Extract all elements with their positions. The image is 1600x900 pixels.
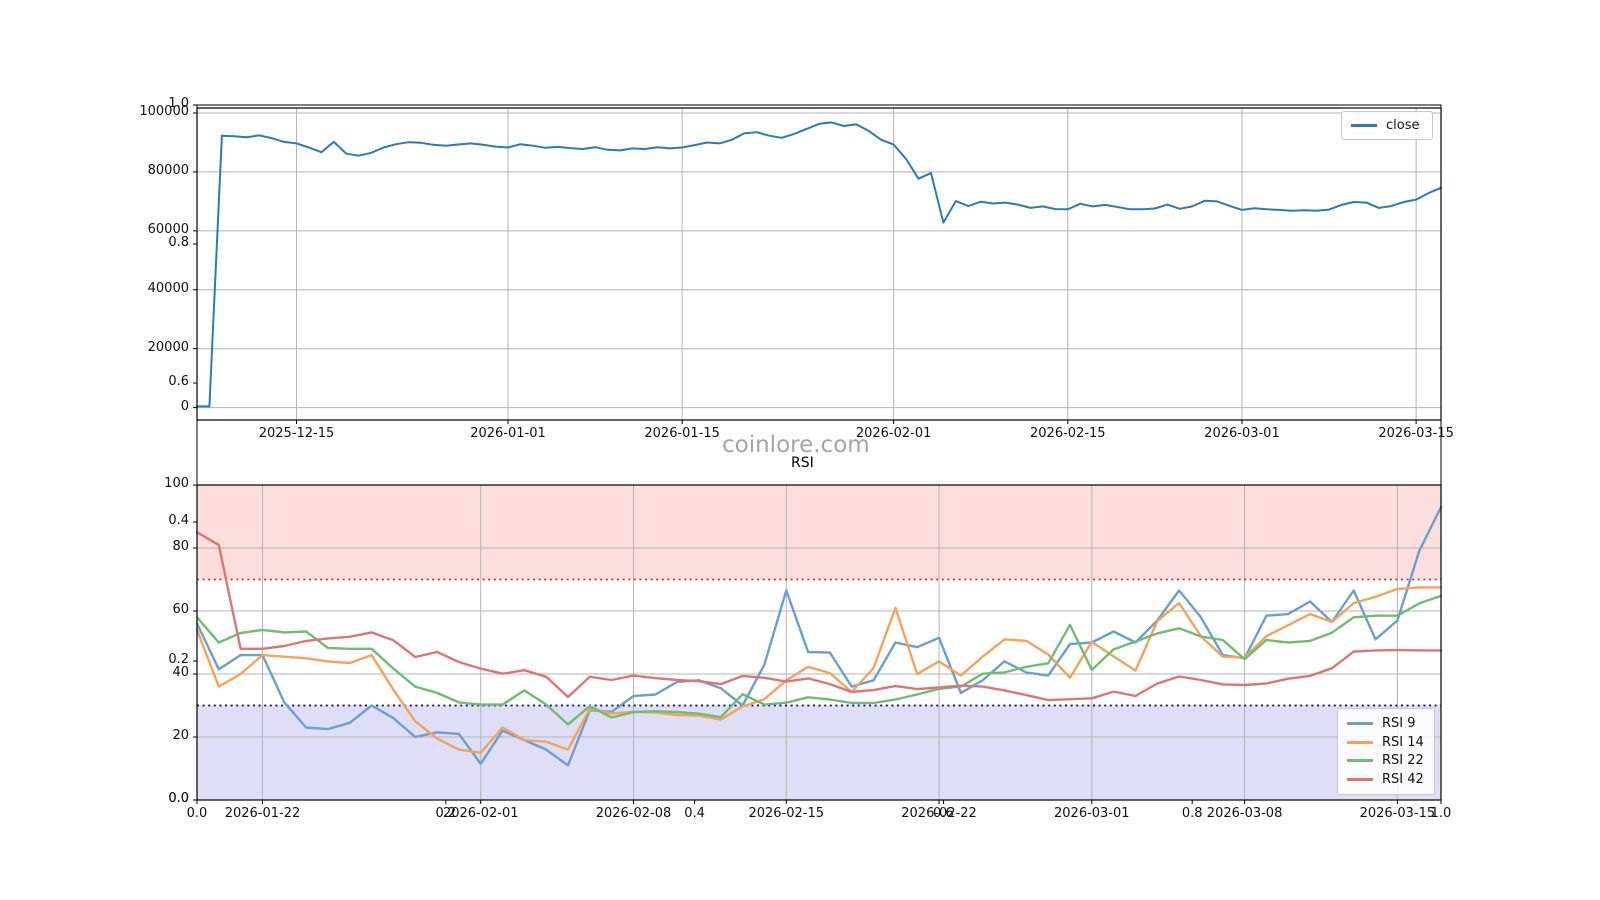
rsi-panel-title: RSI <box>791 455 814 471</box>
price-chart-x-tick-label: 2026-01-15 <box>644 426 720 441</box>
overlay-y-tick-label: 1.0 <box>168 96 189 111</box>
rsi-chart-y-tick-label: 20 <box>172 728 189 743</box>
price-chart-x-tick-label: 2026-03-01 <box>1204 426 1280 441</box>
overlay-y-tick-label: 0.0 <box>168 791 189 806</box>
price-chart-x-tick-label: 2026-02-15 <box>1030 426 1106 441</box>
overlay-x-tick-label: 0.0 <box>186 806 208 821</box>
price-chart-frame <box>196 107 1442 421</box>
series-line-rsi-22 <box>195 594 1443 726</box>
overlay-x-tick-label: 0.6 <box>933 806 954 821</box>
overlay-y-tick-label: 0.2 <box>168 652 189 667</box>
legend-line-swatch <box>1347 778 1373 782</box>
legend-entry-rsi-14: RSI 14 <box>1347 735 1424 750</box>
price-chart-x-tick-label: 2026-01-01 <box>470 426 546 441</box>
overlay-x-tick-label: 0.2 <box>435 806 457 821</box>
rsi-chart-x-tick-label: 2026-03-08 <box>1206 806 1283 821</box>
legend-label: RSI 9 <box>1382 715 1416 731</box>
overlay-x-tick-label: 0.4 <box>684 806 705 821</box>
overlay-x-tick-label: 1.0 <box>1430 806 1452 821</box>
rsi-chart-x-tick-label: 2026-02-15 <box>748 806 825 821</box>
legend-line-swatch <box>1347 721 1373 725</box>
legend-line-swatch <box>1347 759 1373 763</box>
rsi-chart-legend: RSI 9 RSI 14 RSI 22 RSI 42 <box>1337 708 1435 795</box>
overlay-axes-frame <box>196 104 1442 801</box>
legend-entry-rsi-22: RSI 22 <box>1347 753 1424 768</box>
rsi-chart-x-tick-label: 2026-02-01 <box>442 806 519 821</box>
series-line-close <box>196 121 1442 408</box>
price-chart-y-tick-label: 80000 <box>147 162 189 178</box>
rsi-chart-band <box>197 705 1441 800</box>
overlay-y-tick-label: 0.6 <box>168 374 189 389</box>
overlay-y-tick-label: 0.8 <box>168 235 189 250</box>
price-chart-y-tick-label: 100000 <box>139 104 189 119</box>
legend-label: RSI 42 <box>1382 772 1424 788</box>
price-chart-legend: close <box>1341 111 1433 140</box>
legend-entry-close: close <box>1351 118 1422 133</box>
legend-entry-rsi-42: RSI 42 <box>1347 772 1424 787</box>
coinlore-watermark: coinlore.com <box>722 432 870 458</box>
rsi-chart-x-tick-label: 2026-01-22 <box>224 806 301 821</box>
price-chart-x-tick-label: 2025-12-15 <box>258 426 335 441</box>
price-chart-y-tick-label: 20000 <box>147 339 189 355</box>
series-line-rsi-14 <box>195 586 1443 754</box>
rsi-chart-y-tick-label: 0.0 <box>168 791 189 806</box>
legend-line-swatch <box>1351 124 1377 127</box>
legend-entry-rsi-9: RSI 9 <box>1347 716 1424 731</box>
price-chart-y-tick-label: 60000 <box>147 221 189 237</box>
rsi-chart-x-tick-label: 2026-02-22 <box>901 806 977 821</box>
rsi-chart-y-tick-label: 80 <box>172 539 189 554</box>
series-line-rsi-42 <box>195 531 1443 702</box>
overlay-x-tick-label: 0.8 <box>1181 806 1203 821</box>
price-chart-y-tick-label: 0 <box>180 398 189 414</box>
price-chart-y-tick-label: 40000 <box>147 280 189 296</box>
rsi-chart-x-tick-label: 2026-03-01 <box>1054 806 1130 821</box>
rsi-chart-x-tick-label: 2026-03-15 <box>1359 806 1436 821</box>
legend-label: close <box>1386 118 1420 133</box>
rsi-chart-y-tick-label: 100 <box>164 476 189 491</box>
legend-label: RSI 14 <box>1382 734 1424 750</box>
legend-line-swatch <box>1347 740 1373 744</box>
price-chart-x-tick-label: 2026-03-15 <box>1378 426 1454 441</box>
rsi-chart-y-tick-label: 60 <box>172 602 189 617</box>
rsi-chart-x-tick-label: 2026-02-08 <box>595 806 672 821</box>
rsi-chart-band <box>197 485 1441 580</box>
legend-label: RSI 22 <box>1382 753 1424 769</box>
overlay-y-tick-label: 0.4 <box>168 513 189 528</box>
price-chart-x-tick-label: 2026-02-01 <box>855 426 932 441</box>
rsi-chart-y-tick-label: 40 <box>172 665 189 680</box>
